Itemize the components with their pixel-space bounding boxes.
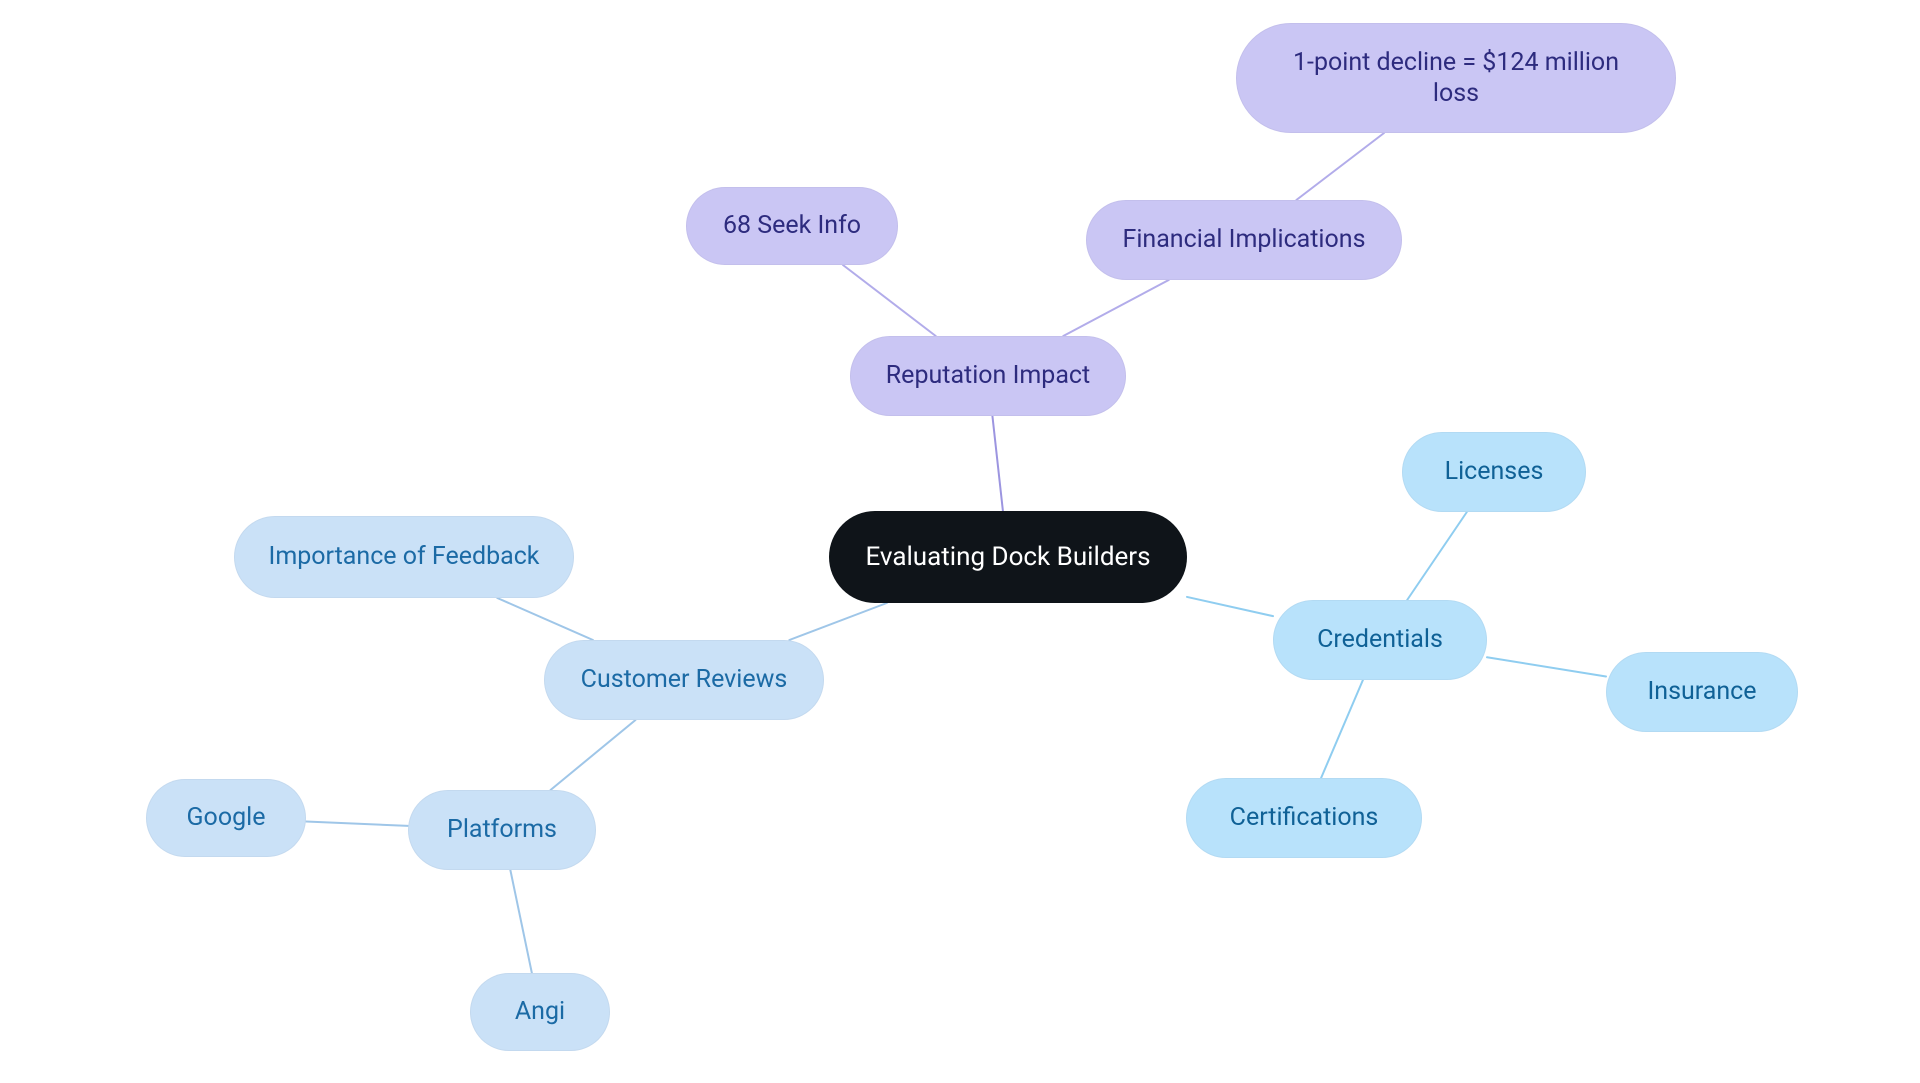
node-label: Customer Reviews: [563, 664, 806, 695]
node-google[interactable]: Google: [146, 779, 306, 857]
edge-root-reviews: [789, 603, 886, 640]
edge-root-reputation: [992, 416, 1002, 511]
edge-reputation-seek_info: [843, 265, 936, 336]
mindmap-canvas: Evaluating Dock Builders Reputation Impac…: [0, 0, 1920, 1083]
node-platforms[interactable]: Platforms: [408, 790, 596, 870]
node-angi[interactable]: Angi: [470, 973, 610, 1051]
edge-financial-decline: [1296, 133, 1384, 200]
node-credentials[interactable]: Credentials: [1273, 600, 1487, 680]
node-reputation[interactable]: Reputation Impact: [850, 336, 1126, 416]
node-label: Angi: [497, 996, 583, 1027]
node-label: Evaluating Dock Builders: [847, 541, 1168, 574]
node-label: Credentials: [1299, 624, 1461, 655]
node-reviews[interactable]: Customer Reviews: [544, 640, 824, 720]
edge-reviews-platforms: [551, 720, 636, 790]
node-label: 68 Seek Info: [705, 210, 879, 241]
node-insurance[interactable]: Insurance: [1606, 652, 1798, 732]
edge-credentials-certifications: [1321, 680, 1363, 778]
edge-reviews-feedback: [497, 598, 593, 640]
node-label: Insurance: [1629, 676, 1774, 707]
edge-credentials-insurance: [1487, 657, 1606, 676]
edge-platforms-angi: [510, 870, 532, 973]
node-label: Financial Implications: [1105, 224, 1384, 255]
node-feedback[interactable]: Importance of Feedback: [234, 516, 574, 598]
node-label: Importance of Feedback: [251, 541, 558, 572]
node-decline[interactable]: 1-point decline = $124 million loss: [1236, 23, 1676, 133]
node-label: Platforms: [429, 814, 575, 845]
node-label: Certifications: [1212, 802, 1397, 833]
node-label: Licenses: [1427, 456, 1562, 487]
edge-platforms-google: [306, 821, 408, 825]
node-licenses[interactable]: Licenses: [1402, 432, 1586, 512]
node-label: Reputation Impact: [868, 360, 1108, 391]
node-label: 1-point decline = $124 million loss: [1275, 47, 1637, 110]
node-certifications[interactable]: Certifications: [1186, 778, 1422, 858]
node-root[interactable]: Evaluating Dock Builders: [829, 511, 1187, 603]
edge-root-credentials: [1187, 597, 1273, 616]
node-label: Google: [169, 802, 284, 833]
edge-reputation-financial: [1063, 280, 1168, 336]
node-financial[interactable]: Financial Implications: [1086, 200, 1402, 280]
node-seek_info[interactable]: 68 Seek Info: [686, 187, 898, 265]
edge-credentials-licenses: [1407, 512, 1467, 600]
